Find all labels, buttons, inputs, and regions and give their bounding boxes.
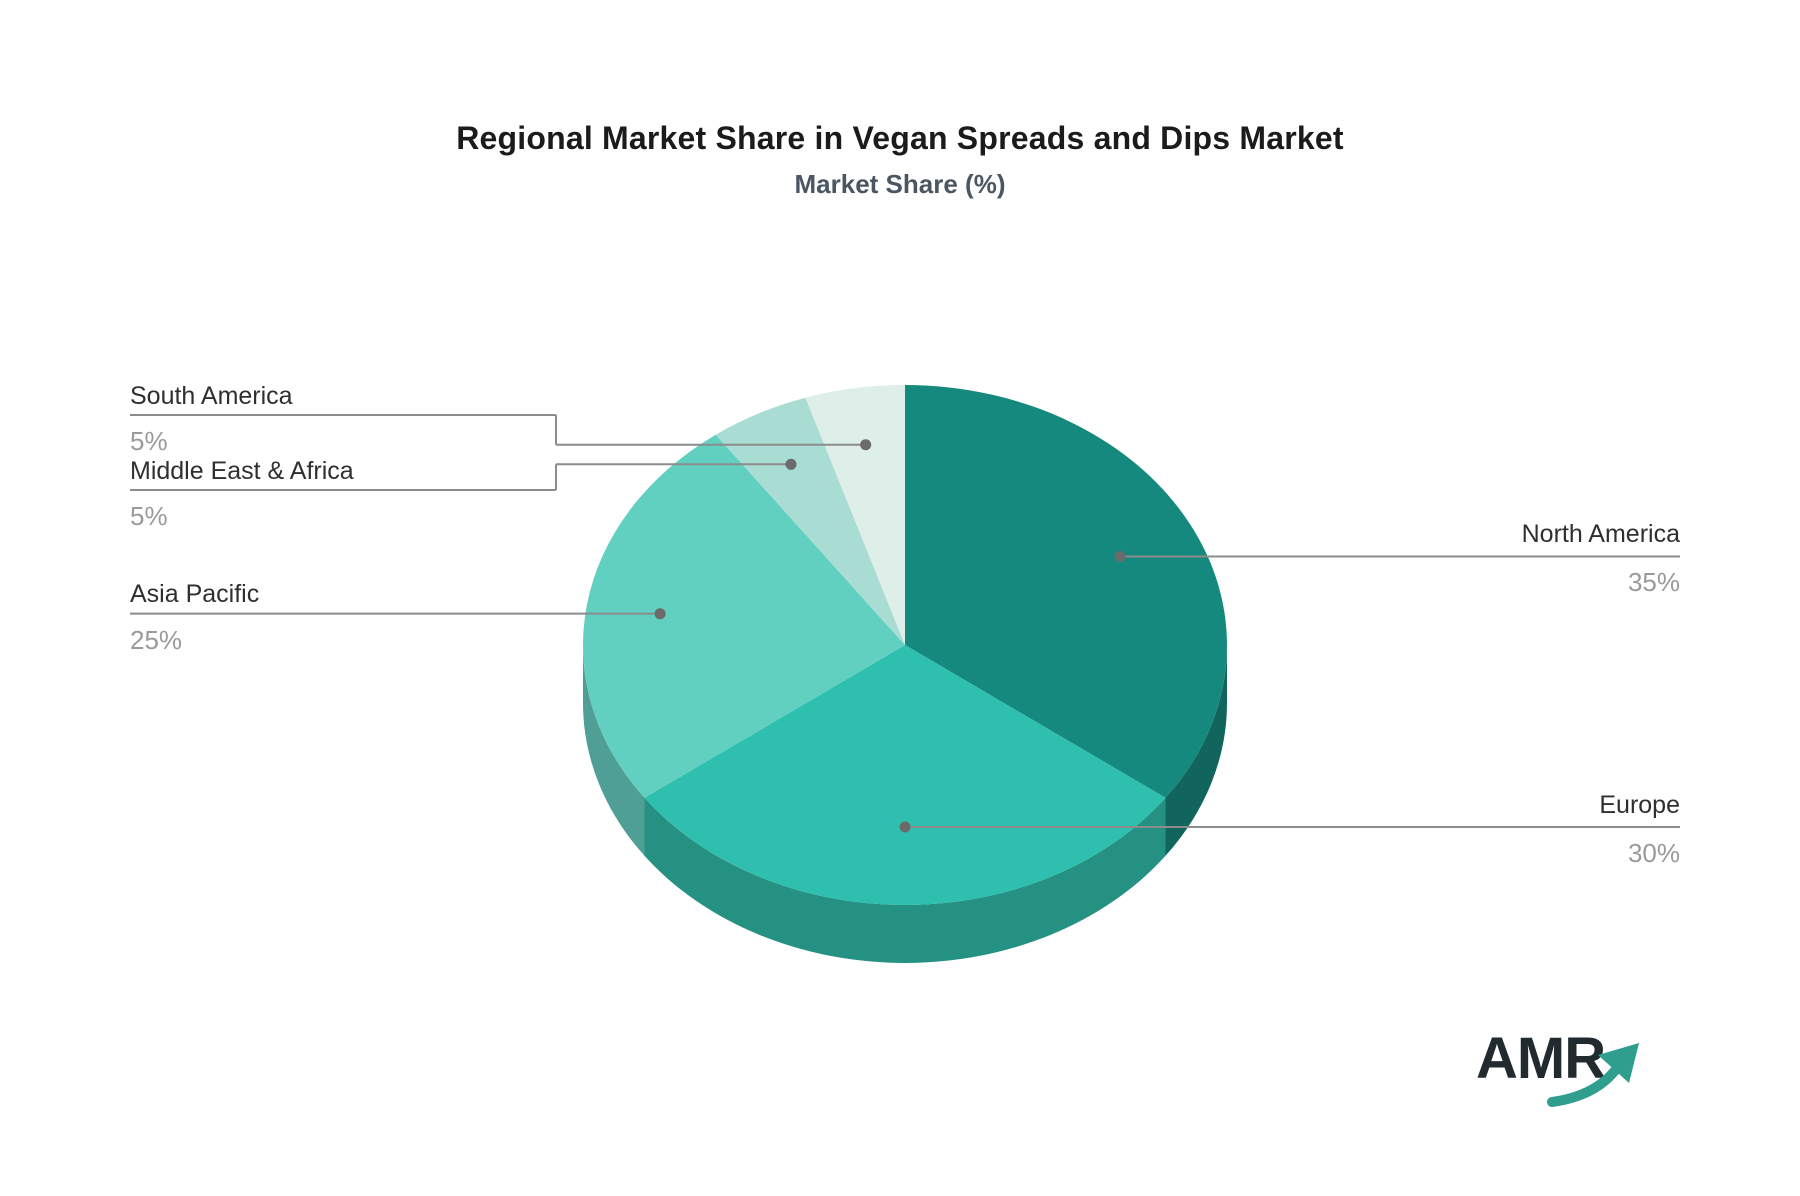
pie-slice-asia-pacific-side	[583, 645, 645, 856]
trending-up-arrow-icon	[1547, 1043, 1639, 1107]
pie-slice-north-america-side	[1165, 645, 1227, 856]
pie-slice-north-america[interactable]	[905, 385, 1227, 798]
slice-label-south-america: South America	[130, 382, 293, 410]
leader-dot-europe	[899, 821, 911, 833]
slice-label-europe: Europe	[1599, 791, 1680, 819]
slice-label-asia-pacific: Asia Pacific	[130, 579, 260, 608]
slice-pct-south-america: 5%	[130, 426, 168, 456]
slice-pct-asia-pacific: 25%	[130, 624, 183, 655]
leader-dot-south-america	[860, 439, 872, 451]
slice-pct-north-america: 35%	[1627, 567, 1680, 598]
slice-pct-europe: 30%	[1627, 838, 1680, 868]
chart-subtitle: Market Share (%)	[794, 169, 1006, 199]
slice-label-middle-east-africa: Middle East & Africa	[130, 457, 354, 485]
leader-dot-middle-east-africa	[785, 458, 797, 470]
leader-dot-asia-pacific	[654, 608, 666, 620]
pie-slice-middle-east-africa[interactable]	[715, 397, 905, 645]
pie-slice-europe[interactable]	[644, 645, 1166, 905]
leader-dot-north-america	[1114, 551, 1126, 562]
pie-slice-europe-side	[644, 797, 1166, 963]
amr-logo: AMR	[1476, 1030, 1706, 1120]
pie-slice-asia-pacific[interactable]	[583, 434, 905, 798]
chart-title: Regional Market Share in Vegan Spreads a…	[456, 120, 1344, 156]
slice-label-north-america: North America	[1521, 520, 1680, 549]
amr-logo-text: AMR	[1476, 1026, 1606, 1091]
slice-pct-middle-east-africa: 5%	[130, 501, 168, 531]
pie-slice-south-america[interactable]	[805, 384, 906, 645]
